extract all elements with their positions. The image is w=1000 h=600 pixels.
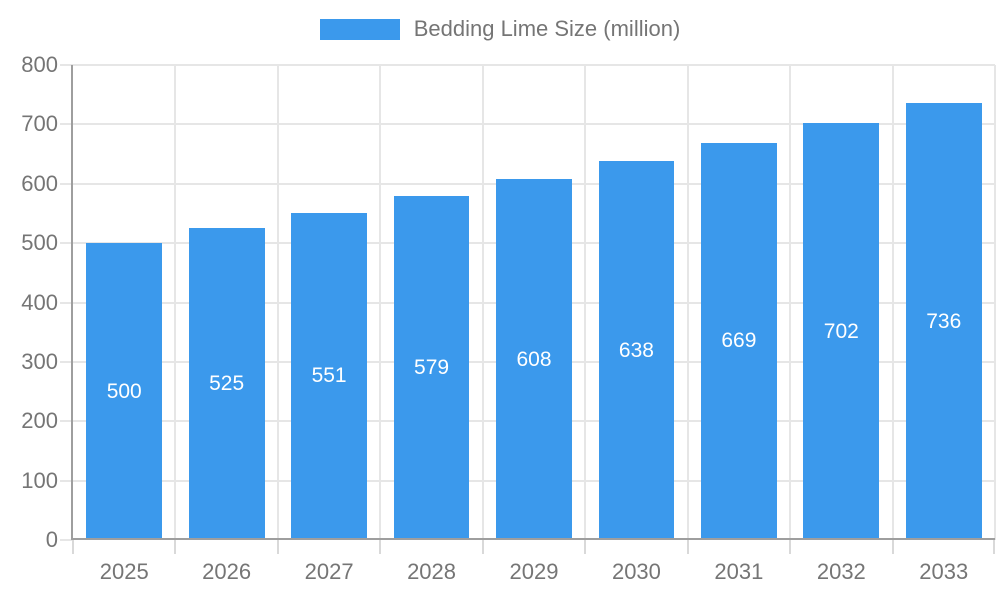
bar-value-label: 669 [721,329,757,353]
y-tick [60,182,73,185]
v-gridline [789,65,792,540]
x-axis-tick-label: 2031 [714,559,764,584]
x-axis-tick-label: 2025 [99,559,149,584]
plot-area: 500 525 551 579 608 638 669 702 736 [60,64,996,554]
y-axis-tick-label: 700 [21,111,58,137]
bar: 702 [803,123,880,540]
bar: 551 [291,212,367,540]
x-axis-tick-label: 2029 [509,559,559,584]
bar: 608 [496,179,572,540]
y-axis-tick-label: 400 [21,289,58,315]
x-axis-line [71,538,995,540]
x-tick [584,540,587,554]
y-tick [60,539,73,541]
v-gridline [584,65,587,540]
x-tick [891,540,894,554]
chart-legend[interactable]: Bedding Lime Size (million) [0,16,1000,42]
bar: 579 [393,196,470,540]
x-tick [174,540,177,554]
v-gridline [276,65,279,540]
y-tick [60,242,73,245]
v-gridline [379,65,382,540]
legend-swatch-icon [319,18,400,40]
bar: 525 [188,228,265,540]
x-tick [686,540,689,554]
y-axis-tick-label: 100 [21,467,58,493]
bar-value-label: 736 [926,309,962,333]
v-gridline [686,65,689,540]
h-gridline [73,123,995,126]
x-axis-tick-label: 2028 [407,559,457,584]
x-axis-tick-label: 2032 [816,559,866,584]
x-axis-tick-label: 2027 [304,559,354,584]
x-tick [789,540,792,554]
bar-value-label: 608 [516,347,552,371]
legend-label: Bedding Lime Size (million) [413,16,681,41]
y-axis-line [71,65,73,540]
x-tick [481,540,484,554]
bar-value-label: 500 [106,379,142,403]
x-axis-tick-label: 2033 [919,559,969,584]
h-gridline [73,64,995,66]
y-tick [60,123,73,126]
v-gridline [481,65,484,540]
y-axis-tick-label: 200 [21,408,58,434]
y-axis-tick-label: 600 [21,170,58,196]
y-axis-tick-label: 800 [21,52,58,77]
y-tick [60,301,73,304]
bar-value-label: 579 [414,356,450,380]
bar-value-label: 702 [823,319,859,343]
bar: 500 [86,243,163,540]
y-tick [60,479,73,482]
y-axis-tick-label: 0 [45,527,58,552]
x-tick [379,540,382,554]
bar: 736 [905,103,982,540]
bar-value-label: 525 [209,372,245,396]
y-axis-tick-label: 300 [21,348,58,374]
bar: 669 [700,142,777,540]
v-gridline [891,65,894,540]
bar-value-label: 638 [618,338,654,362]
bar: 638 [598,161,675,540]
y-tick [60,360,73,363]
v-gridline [174,65,177,540]
y-tick [60,64,73,66]
bar-value-label: 551 [311,364,347,388]
x-tick [276,540,279,554]
x-axis-tick-label: 2030 [611,559,661,584]
x-tick [72,540,74,554]
x-axis-tick-label: 2026 [202,559,252,584]
v-gridline [994,65,996,540]
y-axis-tick-label: 500 [21,230,58,256]
x-tick [993,540,995,554]
y-tick [60,420,73,423]
